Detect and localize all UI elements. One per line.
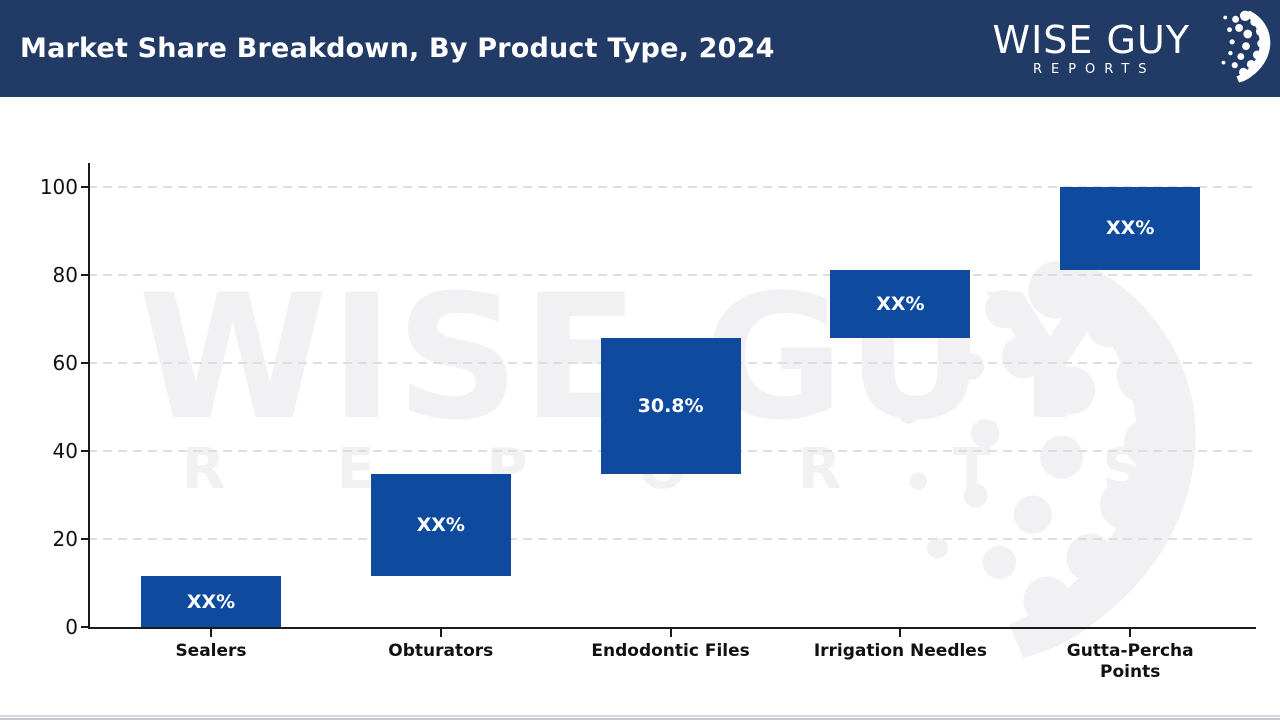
footer-divider — [0, 715, 1280, 717]
y-axis — [88, 163, 90, 629]
brand-face-icon — [1194, 4, 1272, 94]
x-tick-3 — [899, 629, 902, 637]
x-tick-4 — [1129, 629, 1132, 637]
x-axis — [88, 627, 1256, 629]
watermark-face-icon — [775, 227, 1205, 701]
y-tick-label-100: 100 — [39, 174, 78, 199]
bar-sealers: XX% — [141, 576, 281, 627]
bar-value-label: XX% — [1106, 217, 1155, 240]
y-tick-label-80: 80 — [52, 262, 78, 287]
bar-value-label: XX% — [876, 293, 925, 316]
x-tick-2 — [669, 629, 672, 637]
brand-subtitle: REPORTS — [1032, 62, 1156, 77]
brand-logo: WISE GUY REPORTS — [993, 0, 1272, 97]
chart-title: Market Share Breakdown, By Product Type,… — [20, 33, 775, 64]
bar-value-label: 30.8% — [637, 395, 704, 418]
bar-gutta-percha-points: XX% — [1060, 186, 1201, 271]
y-tick-label-20: 20 — [52, 526, 78, 551]
y-tick-0 — [81, 626, 88, 628]
category-label-0: Sealers — [175, 641, 247, 661]
bar-value-label: XX% — [416, 514, 465, 537]
category-label-3: Irrigation Needles — [813, 641, 987, 661]
gridline-y80 — [88, 273, 1256, 276]
y-tick-20 — [81, 537, 88, 540]
category-label-4: Gutta-Percha Points — [1066, 641, 1194, 682]
y-tick-80 — [81, 273, 88, 276]
category-label-2: Endodontic Files — [591, 641, 750, 661]
y-tick-40 — [81, 449, 88, 452]
bar-value-label: XX% — [186, 590, 236, 613]
y-tick-label-40: 40 — [52, 438, 78, 463]
bar-endodontic-files: 30.8% — [600, 338, 741, 475]
y-tick-100 — [81, 185, 88, 188]
bar-obturators: XX% — [370, 474, 511, 577]
header-bar: Market Share Breakdown, By Product Type,… — [0, 0, 1280, 97]
y-tick-60 — [81, 361, 88, 364]
x-tick-0 — [210, 629, 212, 637]
bar-irrigation-needles: XX% — [830, 270, 971, 339]
x-tick-1 — [439, 629, 442, 637]
category-label-1: Obturators — [388, 641, 494, 661]
gridline-y20 — [88, 537, 1256, 540]
brand-name: WISE GUY — [992, 18, 1190, 62]
y-tick-label-0: 0 — [65, 615, 78, 639]
y-tick-label-60: 60 — [52, 350, 78, 375]
brand-logo-text: WISE GUY REPORTS — [993, 21, 1190, 76]
gridline-y100 — [88, 185, 1256, 188]
page-bottom-edge — [0, 718, 1280, 720]
